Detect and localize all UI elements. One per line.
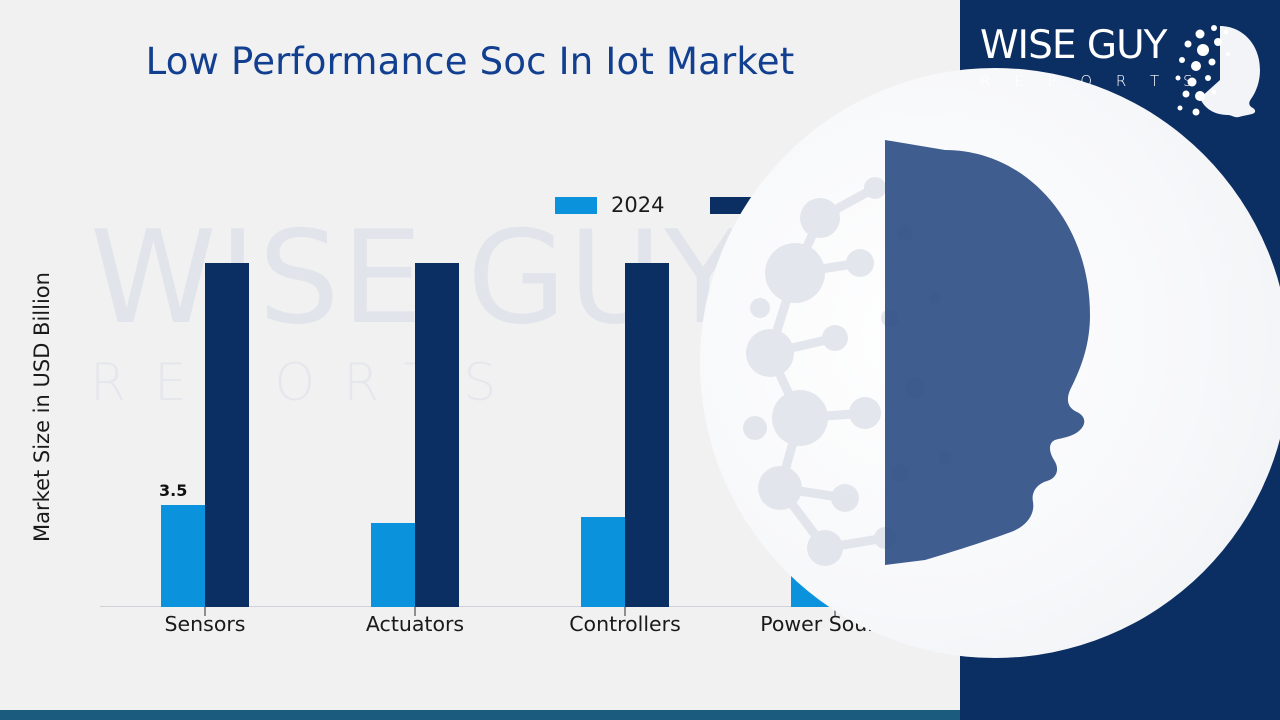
dotted-head-profile-icon [1175, 25, 1260, 118]
x-axis-tick [204, 607, 206, 616]
footer-strip [0, 710, 960, 720]
bar-2024-controllers[interactable] [581, 516, 626, 616]
brand-logo: WISE GUY R E P O R T S [980, 23, 1260, 118]
x-axis-tick [834, 607, 836, 616]
legend-swatch-2024 [555, 196, 597, 214]
bar-2032-actuators[interactable] [415, 263, 459, 607]
y-axis-label: Market Size in USD Billion [30, 272, 54, 542]
x-axis-tick-label: Sensors [164, 612, 246, 636]
face-profile-silhouette-icon [885, 140, 1090, 565]
bar-group [310, 240, 520, 616]
bar-2032-controllers[interactable] [625, 263, 669, 607]
bar-2024-sensors[interactable]: 3.5 [159, 481, 206, 616]
bar-group [520, 240, 730, 616]
brand-logo-subtitle: R E P O R T S [980, 72, 1202, 90]
brand-panel: WISE GUY R E P O R T S [700, 0, 1280, 720]
bar-group: 3.5 [100, 240, 310, 616]
x-axis-tick-label: Controllers [569, 612, 681, 636]
dot-cluster-decoration [743, 177, 952, 566]
brand-logo-word: WISE GUY [980, 23, 1167, 68]
legend-label-2024: 2024 [611, 193, 665, 217]
x-axis-tick-label: Actuators [365, 612, 465, 636]
x-axis-line [100, 606, 940, 607]
bar-2032-sensors[interactable] [205, 263, 249, 607]
chart-title: Low Performance Soc In Iot Market [145, 40, 795, 83]
bar-value-label: 3.5 [159, 481, 188, 501]
x-axis-tick [624, 607, 626, 616]
x-axis-tick [414, 607, 416, 616]
bar-2024-actuators[interactable] [371, 522, 416, 616]
legend-item-2024[interactable]: 2024 [555, 193, 664, 217]
